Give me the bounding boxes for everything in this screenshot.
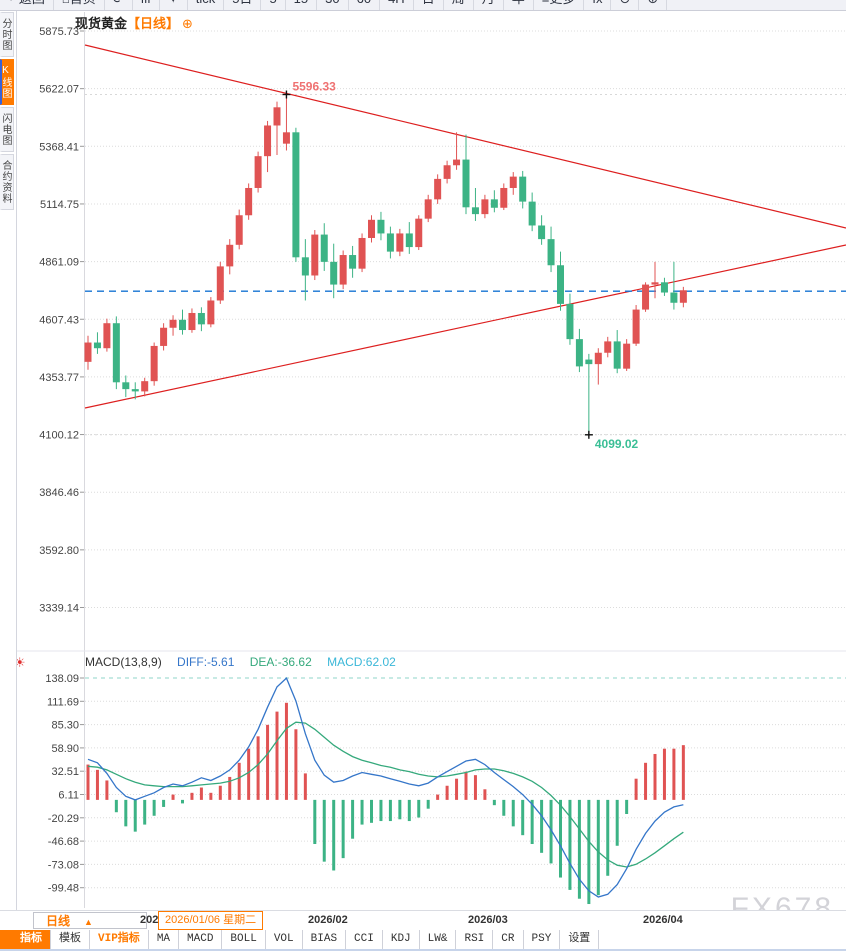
svg-text:5368.41: 5368.41 [39, 141, 79, 153]
top-toolbar: ↶返回⌂首页⟳ılı✦tick5日51530604H日周月年≡更多fx⊙⊕ [0, 0, 846, 11]
indicator-item-PSY[interactable]: PSY [524, 930, 561, 949]
indicator-toolbar: 指标 模板 VIP指标 MA MACD BOLL VOL BIAS CCI KDJ LW& RSI CR… [0, 930, 846, 951]
macd-title: MACD(13,8,9) [85, 655, 162, 669]
indicator-item-CCI[interactable]: CCI [346, 930, 383, 949]
more-button[interactable]: ≡更多 [534, 0, 585, 10]
svg-text:85.30: 85.30 [51, 720, 79, 732]
svg-text:138.09: 138.09 [45, 673, 79, 685]
indicator-item-设置[interactable]: 设置 [560, 930, 600, 949]
chart-title: 现货黄金【日线】 ⊕ [75, 13, 193, 32]
sidebar-tab-lightning[interactable]: 闪电图 [0, 107, 14, 152]
chevron-up-icon: ▲ [84, 917, 93, 927]
period-week[interactable]: 周 [444, 0, 474, 10]
volume-chart-icon[interactable]: ılı [133, 0, 160, 10]
low-annotation: 4099.02 [595, 437, 639, 451]
sidebar-tab-timeshare[interactable]: 分时图 [0, 12, 14, 57]
indicator-item-MA[interactable]: MA [149, 930, 180, 949]
period-30min[interactable]: 30 [317, 0, 349, 10]
macd-header: MACD(13,8,9) DIFF:-5.61 DEA:-36.62 MACD:… [85, 655, 408, 669]
indicator-item-RSI[interactable]: RSI [456, 930, 494, 949]
period-60min[interactable]: 60 [349, 0, 381, 10]
indicator-item-BIAS[interactable]: BIAS [303, 930, 347, 949]
kline-style-icon[interactable]: ✦ [160, 0, 188, 10]
svg-text:5875.73: 5875.73 [39, 26, 79, 38]
svg-text:3846.46: 3846.46 [39, 487, 79, 499]
sidebar-tab-kline[interactable]: K线图 [0, 59, 14, 105]
indicator-item-LW&[interactable]: LW& [420, 930, 457, 949]
add-compare-icon[interactable]: ⊕ [182, 16, 193, 31]
corner-accent [0, 930, 12, 949]
indicator-item-指标[interactable]: 指标 [12, 930, 51, 949]
period-tick[interactable]: tick [188, 0, 225, 10]
svg-text:4100.12: 4100.12 [39, 430, 79, 442]
period-tag: 【日线】 [127, 16, 180, 31]
svg-text:4353.77: 4353.77 [39, 372, 79, 384]
indicator-item-BOLL[interactable]: BOLL [222, 930, 266, 949]
zoom-in-icon[interactable]: ⊕ [639, 0, 668, 10]
period-5day[interactable]: 5日 [224, 0, 262, 10]
macd-dea-value: DEA:-36.62 [249, 655, 312, 669]
svg-text:-46.68: -46.68 [48, 836, 79, 848]
svg-text:3592.80: 3592.80 [39, 545, 79, 557]
svg-text:-20.29: -20.29 [48, 813, 79, 825]
indicator-item-VIP指标[interactable]: VIP指标 [90, 930, 149, 949]
x-axis-label: 2026/03 [468, 914, 508, 926]
period-month[interactable]: 月 [474, 0, 504, 10]
period-5min[interactable]: 5 [261, 0, 286, 10]
refresh-icon[interactable]: ⟳ [105, 0, 133, 10]
svg-text:4861.09: 4861.09 [39, 257, 79, 269]
x-axis-label: 2026/04 [643, 914, 683, 926]
date-axis-row: 日线▲ 2026/01 2026/01/06 星期二 2026/02 2026/… [0, 910, 846, 931]
home-button[interactable]: ⌂首页 [54, 0, 105, 10]
indicator-item-VOL[interactable]: VOL [266, 930, 303, 949]
svg-text:6.11: 6.11 [58, 790, 79, 802]
period-day[interactable]: 日 [414, 0, 444, 10]
period-15min[interactable]: 15 [286, 0, 318, 10]
period-4h[interactable]: 4H [380, 0, 414, 10]
svg-text:111.69: 111.69 [47, 696, 79, 708]
crosshair-date-label: 2026/01/06 星期二 [158, 911, 264, 930]
svg-text:-99.48: -99.48 [48, 883, 79, 895]
svg-text:4607.43: 4607.43 [39, 314, 79, 326]
indicator-item-KDJ[interactable]: KDJ [383, 930, 420, 949]
indicator-item-模板[interactable]: 模板 [51, 930, 90, 949]
svg-text:3339.14: 3339.14 [39, 603, 79, 615]
indicator-settings-icon[interactable]: ☀ [14, 655, 26, 670]
trendline-ascending [84, 244, 846, 409]
svg-text:-73.08: -73.08 [48, 859, 79, 871]
x-axis-label: 2026/02 [308, 914, 348, 926]
period-year[interactable]: 年 [504, 0, 534, 10]
back-button[interactable]: ↶返回 [0, 0, 54, 10]
sidebar-tab-contract-info[interactable]: 合约资料 [0, 154, 14, 210]
high-annotation: 5596.33 [292, 80, 336, 94]
period-selector[interactable]: 日线 ▲ [33, 912, 147, 929]
macd-diff-value: DIFF:-5.61 [177, 655, 235, 669]
svg-text:5114.75: 5114.75 [40, 199, 79, 211]
fx-indicator-button[interactable]: fx [584, 0, 612, 10]
macd-macd-value: MACD:62.02 [327, 655, 396, 669]
indicator-item-CR[interactable]: CR [493, 930, 524, 949]
symbol-name: 现货黄金 [75, 16, 128, 31]
zoom-out-icon[interactable]: ⊙ [611, 0, 640, 10]
indicator-item-MACD[interactable]: MACD [179, 930, 223, 949]
svg-text:58.90: 58.90 [51, 743, 79, 755]
svg-text:32.51: 32.51 [51, 766, 79, 778]
chart-type-sidebar: 分时图 K线图闪电图合约资料 [0, 11, 17, 910]
svg-text:5622.07: 5622.07 [39, 84, 79, 96]
